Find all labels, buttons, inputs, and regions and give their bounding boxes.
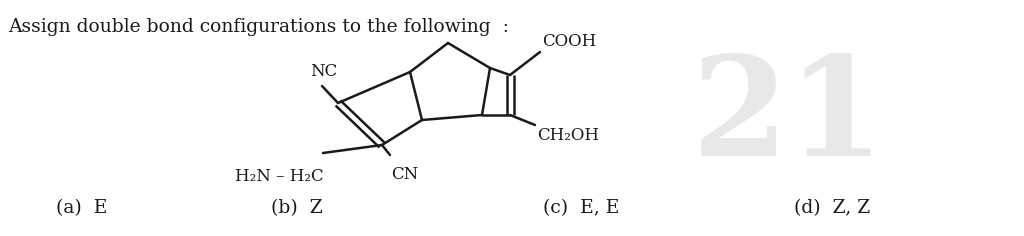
Text: CH₂OH: CH₂OH <box>537 127 599 144</box>
Text: H₂N – H₂C: H₂N – H₂C <box>234 168 324 185</box>
Text: Assign double bond configurations to the following  :: Assign double bond configurations to the… <box>8 18 509 36</box>
Text: (d)  Z, Z: (d) Z, Z <box>794 199 869 217</box>
Text: (c)  E, E: (c) E, E <box>543 199 620 217</box>
Text: 21: 21 <box>692 51 885 185</box>
Text: NC: NC <box>310 63 337 80</box>
Text: (a)  E: (a) E <box>56 199 108 217</box>
Text: COOH: COOH <box>542 33 596 50</box>
Text: (b)  Z: (b) Z <box>271 199 324 217</box>
Text: CN: CN <box>391 166 418 183</box>
